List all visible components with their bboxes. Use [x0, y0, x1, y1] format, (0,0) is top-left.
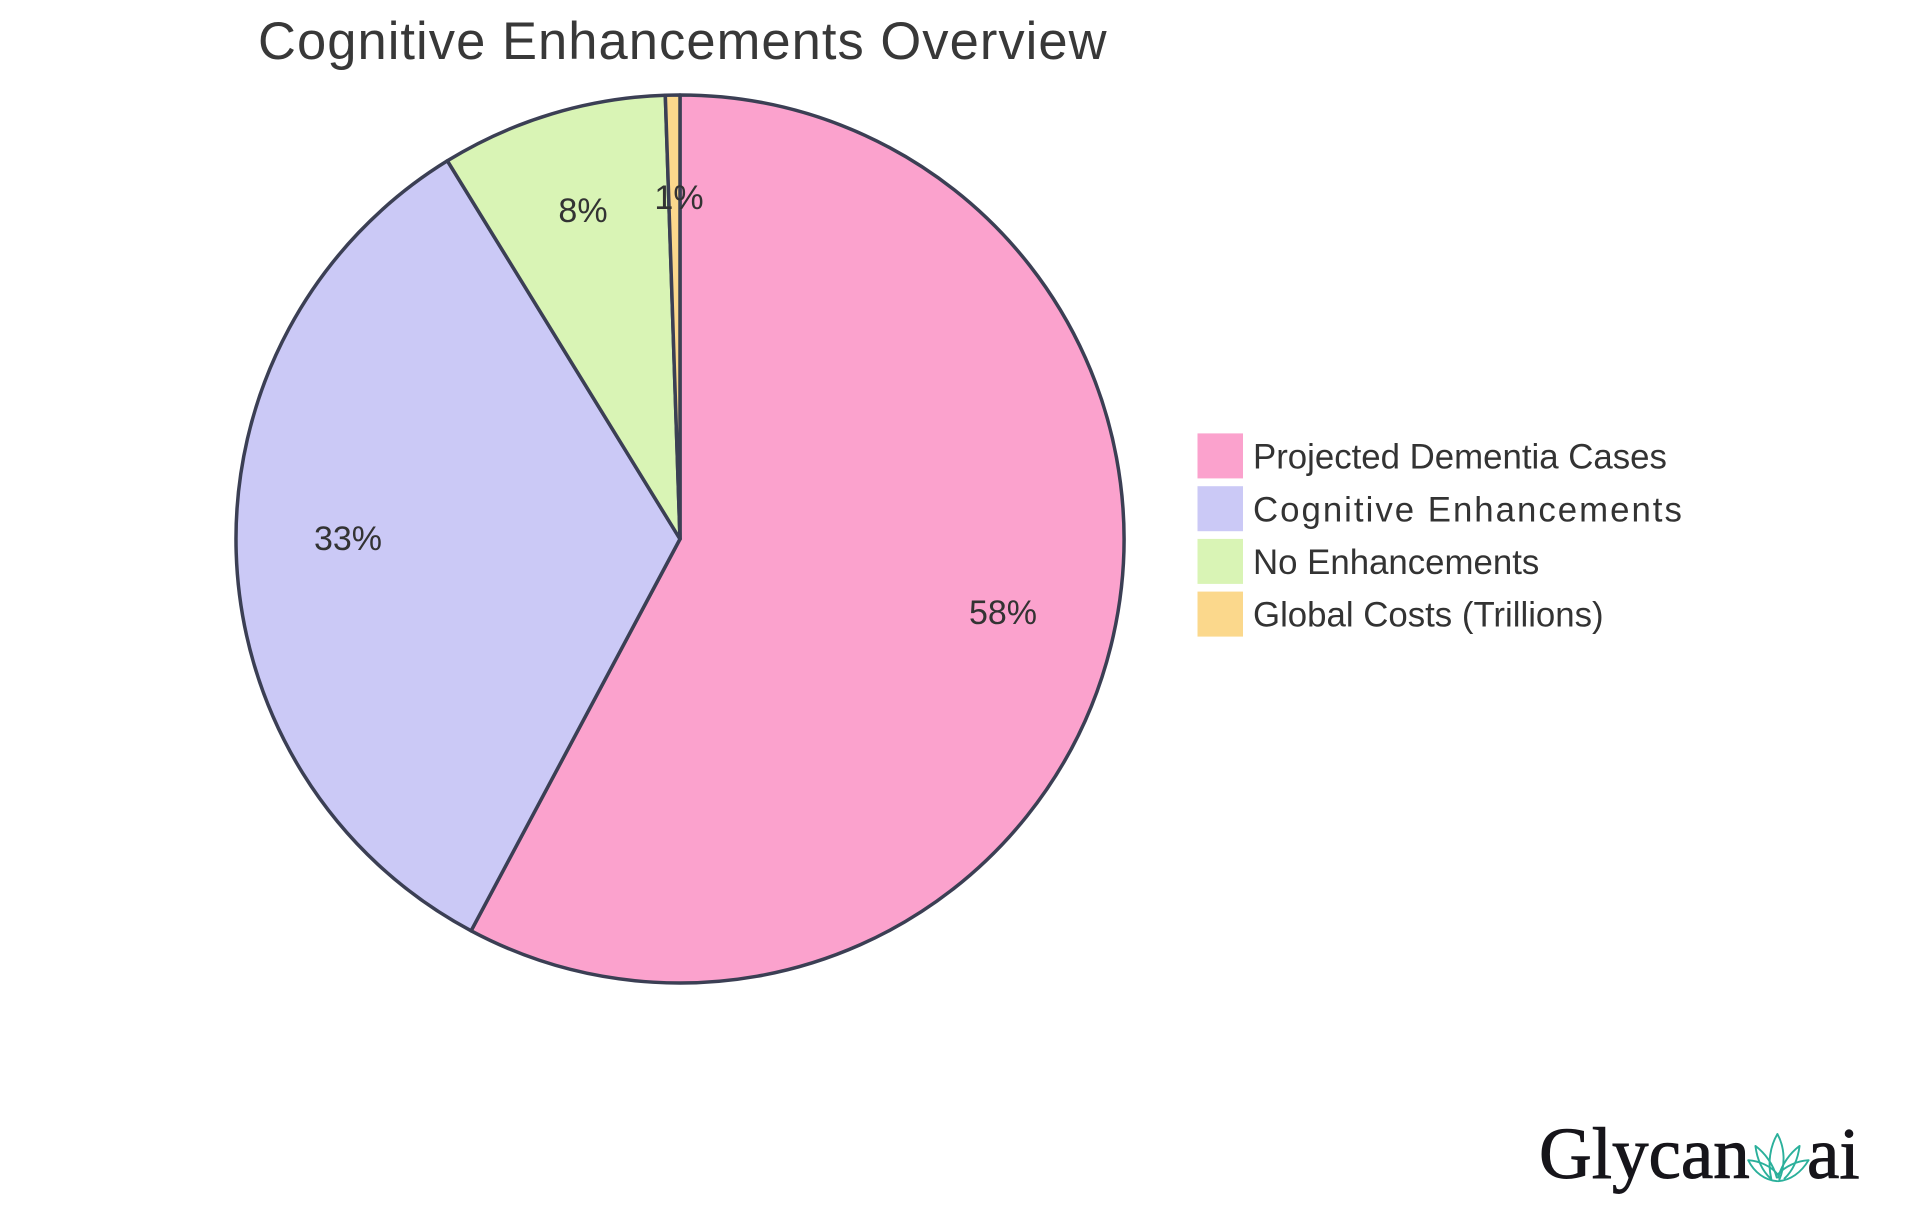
svg-text:Cognitive Enhancements: Cognitive Enhancements — [1253, 490, 1684, 529]
svg-text:Global Costs (Trillions): Global Costs (Trillions) — [1253, 596, 1604, 635]
svg-text:58%: 58% — [969, 594, 1037, 632]
svg-text:Glycan: Glycan — [1539, 1113, 1750, 1194]
svg-text:1%: 1% — [654, 179, 703, 217]
svg-text:Cognitive Enhancements Overvie: Cognitive Enhancements Overview — [258, 12, 1108, 71]
svg-text:8%: 8% — [558, 192, 607, 230]
svg-text:33%: 33% — [314, 520, 382, 558]
svg-text:ai: ai — [1807, 1113, 1860, 1194]
svg-text:No Enhancements: No Enhancements — [1253, 543, 1539, 582]
svg-text:Projected Dementia Cases: Projected Dementia Cases — [1253, 438, 1667, 477]
